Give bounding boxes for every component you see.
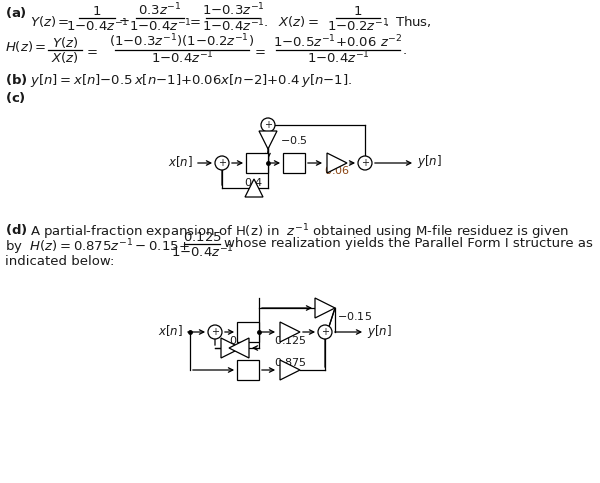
Text: $Y(z){=}$: $Y(z){=}$ bbox=[30, 14, 70, 29]
Polygon shape bbox=[245, 179, 263, 197]
Text: $1{-}0.2z^{-1}$: $1{-}0.2z^{-1}$ bbox=[327, 18, 389, 35]
Text: $0.3z^{-1}$: $0.3z^{-1}$ bbox=[139, 1, 182, 18]
Circle shape bbox=[358, 156, 372, 170]
Text: $-$: $-$ bbox=[118, 14, 130, 27]
Text: $H(z){=}$: $H(z){=}$ bbox=[5, 39, 46, 54]
Text: $Y(z)$: $Y(z)$ bbox=[52, 35, 78, 50]
Text: by  $H(z){=}0.875z^{-1}-0.15{+}$: by $H(z){=}0.875z^{-1}-0.15{+}$ bbox=[5, 237, 190, 256]
Text: $\bf{(a)}$: $\bf{(a)}$ bbox=[5, 5, 27, 20]
Text: $X(z)$: $X(z)$ bbox=[51, 50, 79, 65]
Text: $1{-}0.4z^{-1}$: $1{-}0.4z^{-1}$ bbox=[307, 50, 370, 67]
Circle shape bbox=[208, 325, 222, 339]
Text: $(1{-}0.3z^{-1})(1{-}0.2z^{-1})$: $(1{-}0.3z^{-1})(1{-}0.2z^{-1})$ bbox=[109, 32, 254, 50]
Text: $-0.15$: $-0.15$ bbox=[337, 310, 372, 322]
Text: +: + bbox=[264, 120, 272, 130]
Text: $0.06$: $0.06$ bbox=[324, 164, 350, 176]
Text: $\bf{(d)}$: $\bf{(d)}$ bbox=[5, 222, 28, 237]
Text: $0.125$: $0.125$ bbox=[182, 231, 221, 244]
Bar bbox=[237, 360, 259, 380]
Text: $x[n]$: $x[n]$ bbox=[168, 155, 193, 170]
Text: $.\ \mathrm{Thus,}$: $.\ \mathrm{Thus,}$ bbox=[384, 14, 432, 29]
Circle shape bbox=[261, 118, 275, 132]
Text: +: + bbox=[321, 327, 329, 337]
Text: $y[n]$: $y[n]$ bbox=[367, 323, 392, 340]
Text: A partial-fraction expansion of H(z) in  $z^{-1}$ obtained using M-file residuez: A partial-fraction expansion of H(z) in … bbox=[30, 222, 569, 242]
Text: $1{-}0.4z^{-1}$: $1{-}0.4z^{-1}$ bbox=[65, 18, 128, 35]
Text: $0.4$: $0.4$ bbox=[244, 176, 263, 188]
Polygon shape bbox=[259, 131, 277, 149]
Text: +: + bbox=[361, 158, 369, 168]
Text: $\bf{(c)}$: $\bf{(c)}$ bbox=[5, 90, 26, 105]
Text: $1{-}0.4z^{-1}$: $1{-}0.4z^{-1}$ bbox=[151, 50, 214, 67]
Text: $0.875$: $0.875$ bbox=[274, 356, 306, 368]
Polygon shape bbox=[221, 338, 241, 358]
Text: $0.4$: $0.4$ bbox=[229, 334, 248, 346]
Text: +: + bbox=[218, 158, 226, 168]
Text: $y[n]$: $y[n]$ bbox=[417, 154, 442, 170]
Polygon shape bbox=[280, 322, 300, 342]
Text: $.$: $.$ bbox=[402, 44, 407, 57]
Polygon shape bbox=[327, 153, 347, 173]
Circle shape bbox=[215, 156, 229, 170]
Text: $1$: $1$ bbox=[92, 5, 101, 18]
Text: whose realization yields the Parallel Form I structure as: whose realization yields the Parallel Fo… bbox=[224, 237, 593, 250]
Text: $y[n]{=}x[n]{-}0.5\,x[n{-}1]{+}0.06x[n{-}2]{+}0.4\,y[n{-}1].$: $y[n]{=}x[n]{-}0.5\,x[n{-}1]{+}0.06x[n{-… bbox=[30, 72, 352, 89]
Text: $1{-}0.3z^{-1}$: $1{-}0.3z^{-1}$ bbox=[202, 1, 265, 18]
Text: $=$: $=$ bbox=[84, 44, 98, 57]
Text: +: + bbox=[211, 327, 219, 337]
Text: $=$: $=$ bbox=[252, 44, 266, 57]
Polygon shape bbox=[229, 338, 249, 358]
Text: $-0.5$: $-0.5$ bbox=[280, 134, 308, 146]
Text: $1{-}0.4z^{-1}$: $1{-}0.4z^{-1}$ bbox=[128, 18, 191, 35]
Text: $.\ \ X(z){=}$: $.\ \ X(z){=}$ bbox=[263, 14, 319, 29]
Text: $1{-}0.4z^{-1}$: $1{-}0.4z^{-1}$ bbox=[202, 18, 265, 35]
Text: $\bf{(b)}$: $\bf{(b)}$ bbox=[5, 72, 28, 87]
Text: $1{-}0.4z^{-1}$: $1{-}0.4z^{-1}$ bbox=[170, 244, 233, 261]
Polygon shape bbox=[280, 360, 300, 380]
Text: $=$: $=$ bbox=[187, 14, 201, 27]
Bar bbox=[246, 153, 268, 173]
Bar bbox=[237, 322, 259, 342]
Circle shape bbox=[318, 325, 332, 339]
Text: indicated below:: indicated below: bbox=[5, 255, 115, 268]
Text: $1{-}0.5z^{-1}{+}0.06\ z^{-2}$: $1{-}0.5z^{-1}{+}0.06\ z^{-2}$ bbox=[274, 33, 403, 50]
Text: $0.125$: $0.125$ bbox=[274, 334, 307, 346]
Text: $1$: $1$ bbox=[353, 5, 362, 18]
Polygon shape bbox=[315, 298, 335, 318]
Text: $x[n]$: $x[n]$ bbox=[158, 324, 183, 339]
Bar bbox=[283, 153, 305, 173]
